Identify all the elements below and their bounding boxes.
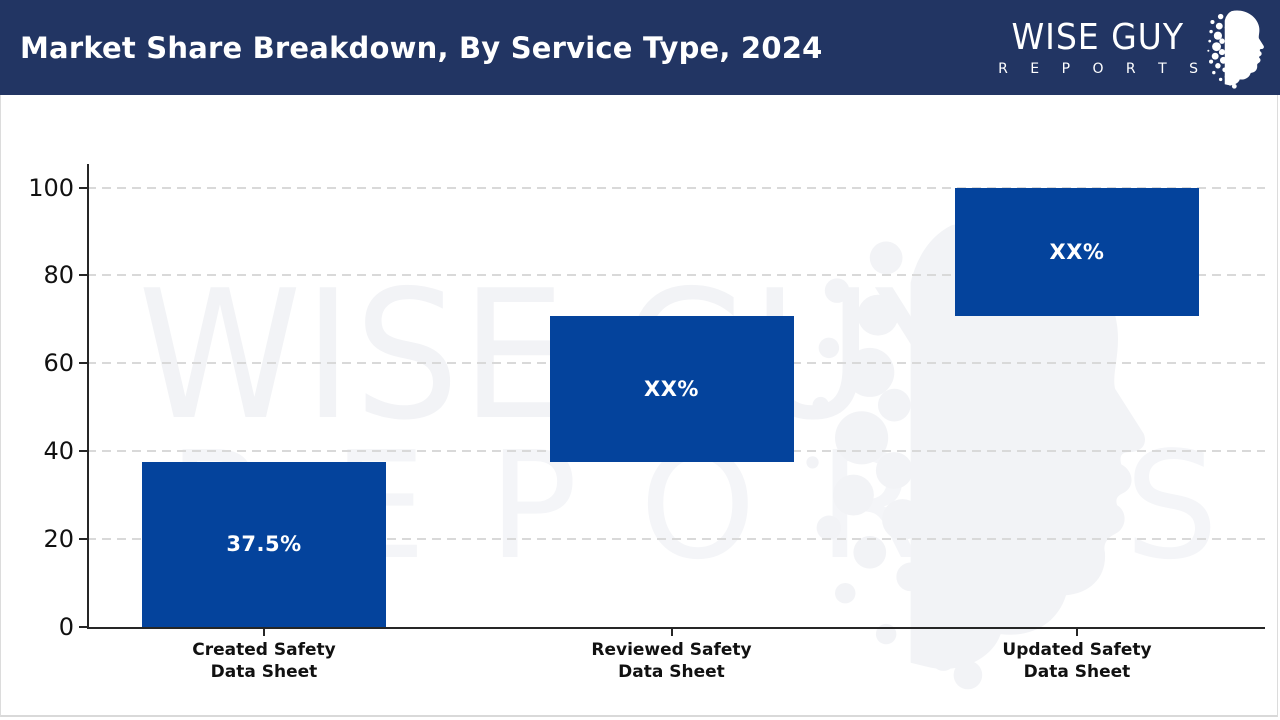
gridline-100 [87,186,1265,189]
x-tick-mark [670,629,673,636]
wiseguy-logo: WISE GUY R E P O R T S [998,7,1266,89]
x-category-label: Updated Safety Data Sheet [1002,640,1152,682]
x-category-label: Created Safety Data Sheet [192,640,336,682]
bar-value-label: XX% [644,376,699,401]
y-tick-mark [79,537,87,540]
bar-value-label: 37.5% [226,532,302,557]
y-tick-mark [79,625,87,628]
y-tick-mark [79,186,87,189]
y-axis [87,164,89,629]
gridline-20 [87,537,1265,540]
bar-value-label: XX% [1049,239,1105,264]
y-tick-label: 20 [43,524,74,553]
y-tick-label: 100 [28,173,74,202]
y-tick-label: 0 [58,612,74,641]
logo-wordmark: WISE GUY [1011,16,1185,58]
header-bar: Market Share Breakdown, By Service Type,… [0,0,1280,95]
bar-3: XX% [955,187,1199,317]
x-tick-mark [263,629,265,636]
y-tick-label: 80 [43,261,74,290]
page-title: Market Share Breakdown, By Service Type,… [20,30,823,65]
x-axis [87,627,1265,629]
logo-subtitle: R E P O R T S [998,60,1207,77]
y-tick-label: 60 [43,349,74,378]
y-tick-label: 40 [43,436,74,465]
gridline-80 [87,274,1265,277]
x-tick-mark [1076,629,1078,636]
bar-2: XX% [549,316,794,462]
bar-1: 37.5% [142,461,386,627]
y-tick-mark [79,362,87,365]
wiseguy-face-icon [1207,9,1264,89]
x-category-label: Reviewed Safety Data Sheet [591,640,752,682]
y-tick-mark [79,274,87,277]
y-tick-mark [79,449,87,452]
